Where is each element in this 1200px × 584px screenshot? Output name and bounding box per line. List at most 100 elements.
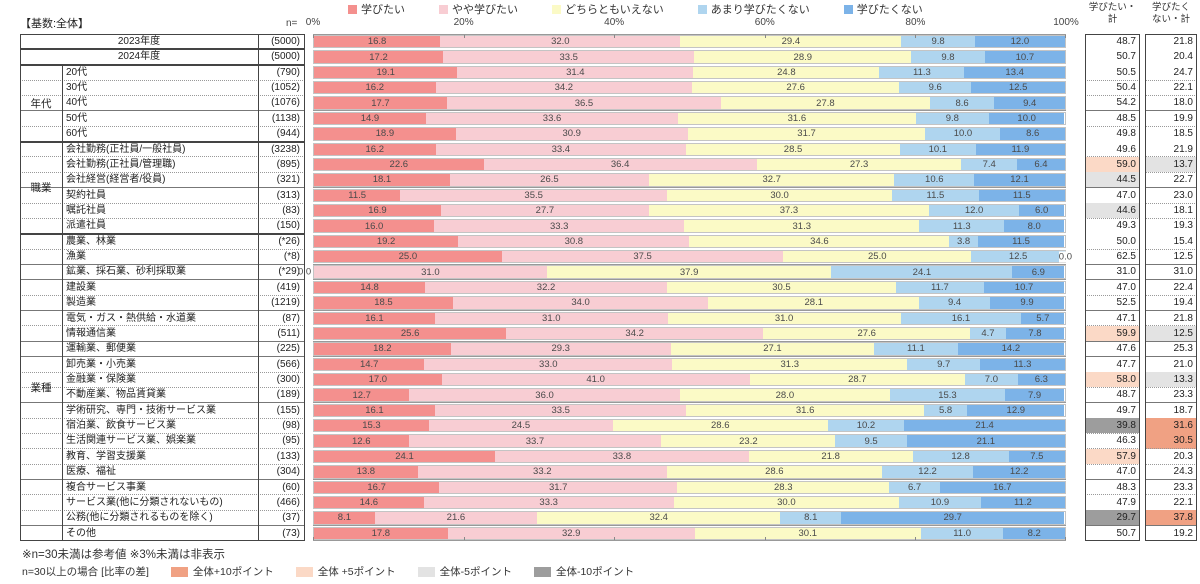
row-separator (1145, 463, 1197, 465)
bar-value: 33.8 (612, 450, 632, 462)
bar-value: 12.2 (1009, 466, 1029, 478)
bar-value: 24.1 (912, 266, 932, 278)
bar-segment-5: 10.0 (989, 112, 1065, 125)
bar-segment-3: 27.1 (670, 343, 875, 355)
table-row: 60代 (944) 18.9 30.9 31.7 10.0 8.6 49.8 18.5 (20, 125, 1197, 141)
bar-segment-5: 11.5 (977, 235, 1065, 248)
bar-segment-3: 25.0 (783, 251, 972, 263)
bar-segment-2: 37.5 (501, 251, 784, 263)
bar-value: 32.0 (551, 36, 570, 48)
bar-segment-4: 9.7 (907, 358, 981, 370)
want-total-cell: 29.7 (1085, 510, 1140, 526)
bar-value: 8.6 (1026, 128, 1040, 140)
row-n-value: (790) (276, 66, 300, 78)
notwant-total-cell: 24.7 (1173, 66, 1193, 78)
bar-segment-4: 12.2 (881, 466, 974, 478)
notwant-total-cell: 19.3 (1173, 220, 1193, 232)
bar-value: 21.1 (976, 435, 996, 447)
bar-value: 33.3 (539, 497, 558, 509)
bar-value: 33.4 (551, 143, 571, 155)
bar-value: 11.5 (926, 189, 945, 201)
bar-value: 12.1 (1010, 174, 1029, 186)
bar-value: 16.1 (951, 312, 971, 324)
group-label-業種: 業種 (30, 381, 52, 394)
table-row: 不動産業、物品賃貸業 (189) 12.7 36.0 28.0 15.3 7.9 48.7 23… (20, 386, 1197, 402)
bar-segment-5: 21.4 (904, 420, 1065, 432)
stacked-bar: 16.9 27.7 37.3 12.0 6.0 (313, 204, 1066, 218)
table-row: 会社勤務(正社員/管理職) (895) 22.6 36.4 27.3 7.4 6.4 59.0… (20, 156, 1197, 173)
table-row: 30代 (1052) 16.2 34.2 27.6 9.6 12.5 50.4 22.1 (20, 79, 1197, 95)
bar-value: 31.4 (566, 66, 585, 78)
notwant-total-cell: 22.7 (1173, 174, 1193, 186)
table-row: 学術研究、専門・技術サービス業 (155) 16.1 33.5 31.6 5.8 12.9 4… (20, 402, 1197, 418)
bar-value: 9.8 (941, 51, 955, 63)
stacked-bar: 18.2 29.3 27.1 11.1 14.2 (313, 342, 1066, 356)
bar-value: 7.5 (1030, 450, 1044, 462)
bar-segment-4: 11.5 (892, 189, 979, 201)
bar-value: 24.1 (395, 450, 414, 462)
row-separator (20, 386, 305, 388)
bar-segment-5: 8.0 (1004, 220, 1065, 232)
bar-value: 30.1 (798, 527, 818, 539)
bar-segment-1: 12.7 (314, 389, 410, 401)
row-n-value: (1138) (271, 112, 300, 124)
row-separator (20, 263, 305, 265)
row-separator (1145, 279, 1197, 281)
want-total-cell: 49.3 (1116, 220, 1136, 232)
want-total-cell: 39.8 (1085, 418, 1140, 434)
want-total-cell: 50.5 (1116, 66, 1136, 78)
bar-segment-5: 29.7 (841, 512, 1065, 524)
bar-segment-3: 27.3 (756, 158, 962, 171)
stacked-bar: 15.3 24.5 28.6 10.2 21.4 (313, 419, 1066, 433)
row-separator (313, 402, 1066, 404)
table-row: 複合サービス事業 (60) 16.7 31.7 28.3 6.7 16.7 48.3 23.3 (20, 479, 1197, 495)
bar-segment-4: 9.8 (915, 112, 990, 125)
bar-segment-1: 18.1 (314, 174, 450, 186)
bar-segment-4: 10.2 (827, 420, 905, 432)
bar-segment-2: 33.3 (423, 496, 674, 509)
x-axis-tick-label: 20% (453, 17, 474, 28)
bar-segment-3: 31.7 (687, 128, 926, 140)
bar-value: 11.3 (1013, 358, 1032, 370)
bar-value: 19.2 (376, 235, 396, 247)
bar-value: 32.7 (762, 174, 781, 186)
bar-value: 30.8 (564, 235, 584, 247)
row-n-value: (5000) (271, 51, 300, 63)
bar-segment-1: 11.5 (314, 189, 401, 201)
bar-segment-1: 16.8 (314, 36, 441, 48)
bar-value: 28.5 (783, 143, 803, 155)
bar-segment-4: 8.6 (929, 97, 995, 109)
bar-segment-1: 19.1 (314, 66, 458, 79)
bar-value: 19.1 (376, 66, 395, 78)
row-separator (1145, 479, 1197, 481)
bar-zero-value: 0.0 (298, 266, 312, 278)
want-total-cell: 59.9 (1085, 325, 1140, 342)
bar-segment-1: 18.5 (314, 297, 453, 309)
bar-value: 32.4 (649, 512, 668, 524)
stacked-bar: 31.0 37.9 24.1 6.9 0.0 (298, 265, 1066, 279)
bar-value: 10.2 (856, 420, 876, 432)
bar-segment-3: 31.3 (684, 220, 920, 232)
want-total-cell: 54.2 (1116, 97, 1136, 109)
bar-value: 12.8 (951, 450, 970, 462)
row-separator (20, 340, 305, 342)
row-label: 農業、林業 (66, 235, 116, 247)
n-column-header: n= (286, 18, 298, 29)
bar-value: 11.2 (1014, 497, 1032, 509)
table-row: 50代 (1138) 14.9 33.6 31.6 9.8 10.0 48.5 19.9 (20, 110, 1197, 126)
want-total-cell: 47.9 (1116, 496, 1136, 508)
want-total-cell: 48.7 (1116, 36, 1136, 47)
chart-table: 2023年度 (5000) 16.8 32.0 29.4 9.8 12.0 48.7 21.8 2… (20, 34, 1197, 541)
notwant-total-cell: 21.9 (1173, 143, 1193, 155)
bar-value: 14.2 (1001, 343, 1021, 355)
row-label: 鉱業、採石業、砂利採取業 (66, 266, 186, 278)
table-row: 電気・ガス・熱供給・水道業 (87) 16.1 31.0 31.0 16.1 5.7 47.1… (20, 310, 1197, 326)
bar-segment-1: 16.1 (314, 312, 435, 324)
diff-legend-label: 全体-5ポイント (439, 566, 512, 578)
bar-value: 18.5 (374, 297, 393, 309)
row-separator (313, 110, 1066, 112)
notwant-total-cell: 18.7 (1173, 404, 1193, 416)
bar-value: 12.5 (1008, 251, 1028, 263)
bar-value: 13.8 (356, 466, 376, 478)
